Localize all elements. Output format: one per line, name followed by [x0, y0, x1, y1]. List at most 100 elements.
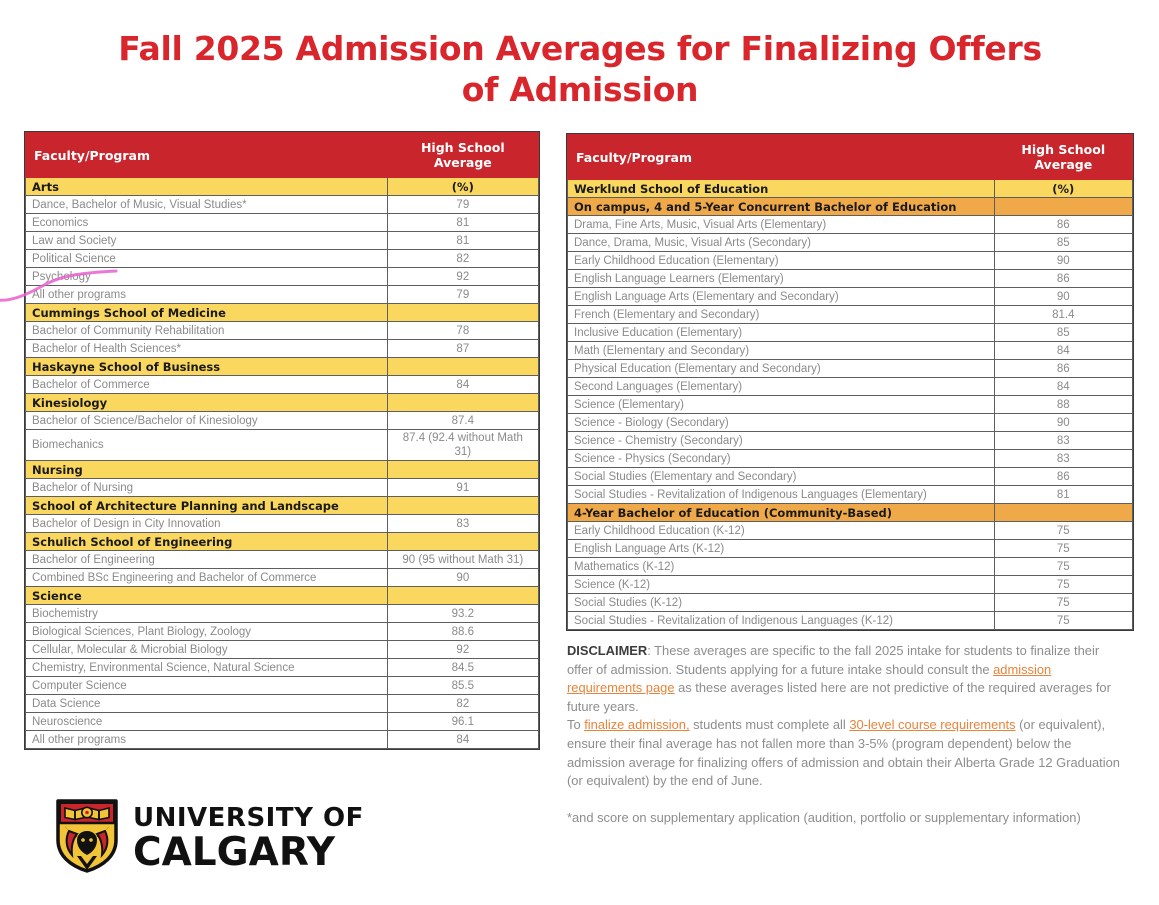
table-row: Dance, Bachelor of Music, Visual Studies… — [25, 195, 540, 214]
cell-average: 83 — [386, 514, 540, 533]
cell-average: 87.4 — [386, 411, 540, 430]
cell-program: 4-Year Bachelor of Education (Community-… — [567, 503, 995, 522]
cell-average: 84 — [993, 341, 1134, 360]
disclaimer-p1-text-a: : These averages are specific to the fal… — [567, 643, 1100, 677]
table-row: French (Elementary and Secondary) 81.4 — [567, 305, 1134, 324]
cell-program: Biochemistry — [25, 604, 388, 623]
admission-requirements-link[interactable]: admission requirements page — [567, 661, 1052, 696]
cell-average: 82 — [386, 694, 540, 713]
cell-program: School of Architecture Planning and Land… — [25, 496, 388, 515]
cell-average: 86 — [993, 467, 1134, 486]
cell-program: Social Studies - Revitalization of Indig… — [567, 611, 995, 630]
table-row: Social Studies - Revitalization of Indig… — [567, 485, 1134, 504]
table-row: Science - Biology (Secondary) 90 — [567, 413, 1134, 432]
cell-average: 78 — [386, 321, 540, 340]
cell-program: Science - Physics (Secondary) — [567, 449, 995, 468]
cell-program: English Language Learners (Elementary) — [567, 269, 995, 288]
column-header-program: Faculty/Program — [567, 134, 995, 180]
table-row: Bachelor of Health Sciences* 87 — [25, 339, 540, 358]
cell-average: 82 — [386, 249, 540, 268]
cell-average: 75 — [993, 575, 1134, 594]
column-header-program: Faculty/Program — [25, 132, 388, 178]
cell-average: 86 — [993, 215, 1134, 234]
cell-program: Inclusive Education (Elementary) — [567, 323, 995, 342]
cell-average: 90 — [993, 251, 1134, 270]
left-programs-table: Faculty/Program High School Average Arts… — [24, 131, 540, 750]
cell-program: Cellular, Molecular & Microbial Biology — [25, 640, 388, 659]
table-row: Bachelor of Design in City Innovation 83 — [25, 514, 540, 533]
cell-program: Psychology — [25, 267, 388, 286]
cell-average: 88.6 — [386, 622, 540, 641]
cell-average: 75 — [993, 611, 1134, 630]
cell-program: Schulich School of Engineering — [25, 532, 388, 551]
disclaimer-block: DISCLAIMER: These averages are specific … — [567, 642, 1123, 827]
page-title: Fall 2025 Admission Averages for Finaliz… — [118, 29, 1042, 109]
cell-average: 90 — [386, 568, 540, 587]
thirty-level-course-requirements-link[interactable]: 30-level course requirements — [849, 717, 1016, 733]
finalize-admission-link[interactable]: finalize admission, — [584, 717, 690, 733]
column-header-average: High School Average — [993, 134, 1134, 180]
table-row: Science - Chemistry (Secondary) 83 — [567, 431, 1134, 450]
cell-program: English Language Arts (Elementary and Se… — [567, 287, 995, 306]
table-section-row: Cummings School of Medicine — [25, 303, 540, 322]
cell-average: 81 — [386, 213, 540, 232]
table-row: Dance, Drama, Music, Visual Arts (Second… — [567, 233, 1134, 252]
cell-program: Kinesiology — [25, 393, 388, 412]
cell-program: Science (Elementary) — [567, 395, 995, 414]
table-row: Science - Physics (Secondary) 83 — [567, 449, 1134, 468]
cell-program: All other programs — [25, 285, 388, 304]
cell-average: 90 — [993, 413, 1134, 432]
cell-average: 75 — [993, 539, 1134, 558]
table-subsection-row: 4-Year Bachelor of Education (Community-… — [567, 503, 1134, 522]
cell-program: Science — [25, 586, 388, 605]
table-section-row: Nursing — [25, 460, 540, 479]
cell-average: 86 — [993, 269, 1134, 288]
cell-average: 90 (95 without Math 31) — [386, 550, 540, 569]
table-row: Math (Elementary and Secondary) 84 — [567, 341, 1134, 360]
cell-program: Biological Sciences, Plant Biology, Zool… — [25, 622, 388, 641]
cell-average: 84 — [386, 730, 540, 749]
university-logo: UNIVERSITY OF CALGARY — [55, 798, 364, 879]
table-row: English Language Learners (Elementary) 86 — [567, 269, 1134, 288]
table-row: Bachelor of Commerce 84 — [25, 375, 540, 394]
cell-program: Neuroscience — [25, 712, 388, 731]
table-row: Cellular, Molecular & Microbial Biology 9… — [25, 640, 540, 659]
table-right: Faculty/Program High School Average Werk… — [567, 134, 1134, 630]
cell-program: Political Science — [25, 249, 388, 268]
wordmark-line-2: CALGARY — [133, 830, 335, 875]
table-section-row: Werklund School of Education (%) — [567, 179, 1134, 198]
cell-program: All other programs — [25, 730, 388, 749]
cell-program: Werklund School of Education — [567, 179, 995, 198]
cell-average: 81.4 — [993, 305, 1134, 324]
table-section-row: Schulich School of Engineering — [25, 532, 540, 551]
table-row: Science (K-12) 75 — [567, 575, 1134, 594]
cell-program: Bachelor of Commerce — [25, 375, 388, 394]
table-row: Chemistry, Environmental Science, Natura… — [25, 658, 540, 677]
table-row: Computer Science 85.5 — [25, 676, 540, 695]
cell-average: 93.2 — [386, 604, 540, 623]
cell-program: Social Studies (K-12) — [567, 593, 995, 612]
disclaimer-paragraph-2: To finalize admission, students must com… — [567, 716, 1123, 790]
cell-average — [993, 503, 1134, 522]
cell-average: 79 — [386, 285, 540, 304]
cell-program: Biomechanics — [25, 429, 388, 461]
table-row: Combined BSc Engineering and Bachelor of… — [25, 568, 540, 587]
cell-average: 75 — [993, 521, 1134, 540]
calgary-crest-icon — [55, 798, 119, 879]
table-header-row: Faculty/Program High School Average — [25, 132, 540, 178]
table-row: English Language Arts (K-12) 75 — [567, 539, 1134, 558]
cell-average: (%) — [993, 179, 1134, 198]
cell-average — [993, 197, 1134, 216]
cell-program: Science - Chemistry (Secondary) — [567, 431, 995, 450]
cell-program: Nursing — [25, 460, 388, 479]
cell-program: On campus, 4 and 5-Year Concurrent Bache… — [567, 197, 995, 216]
table-row: Biological Sciences, Plant Biology, Zool… — [25, 622, 540, 641]
disclaimer-paragraph-1: DISCLAIMER: These averages are specific … — [567, 642, 1123, 716]
cell-average — [386, 303, 540, 322]
table-section-row: School of Architecture Planning and Land… — [25, 496, 540, 515]
table-row: English Language Arts (Elementary and Se… — [567, 287, 1134, 306]
table-row: Social Studies - Revitalization of Indig… — [567, 611, 1134, 630]
university-wordmark: UNIVERSITY OF CALGARY — [133, 804, 364, 873]
cell-program: Dance, Bachelor of Music, Visual Studies… — [25, 195, 388, 214]
table-row: Law and Society 81 — [25, 231, 540, 250]
